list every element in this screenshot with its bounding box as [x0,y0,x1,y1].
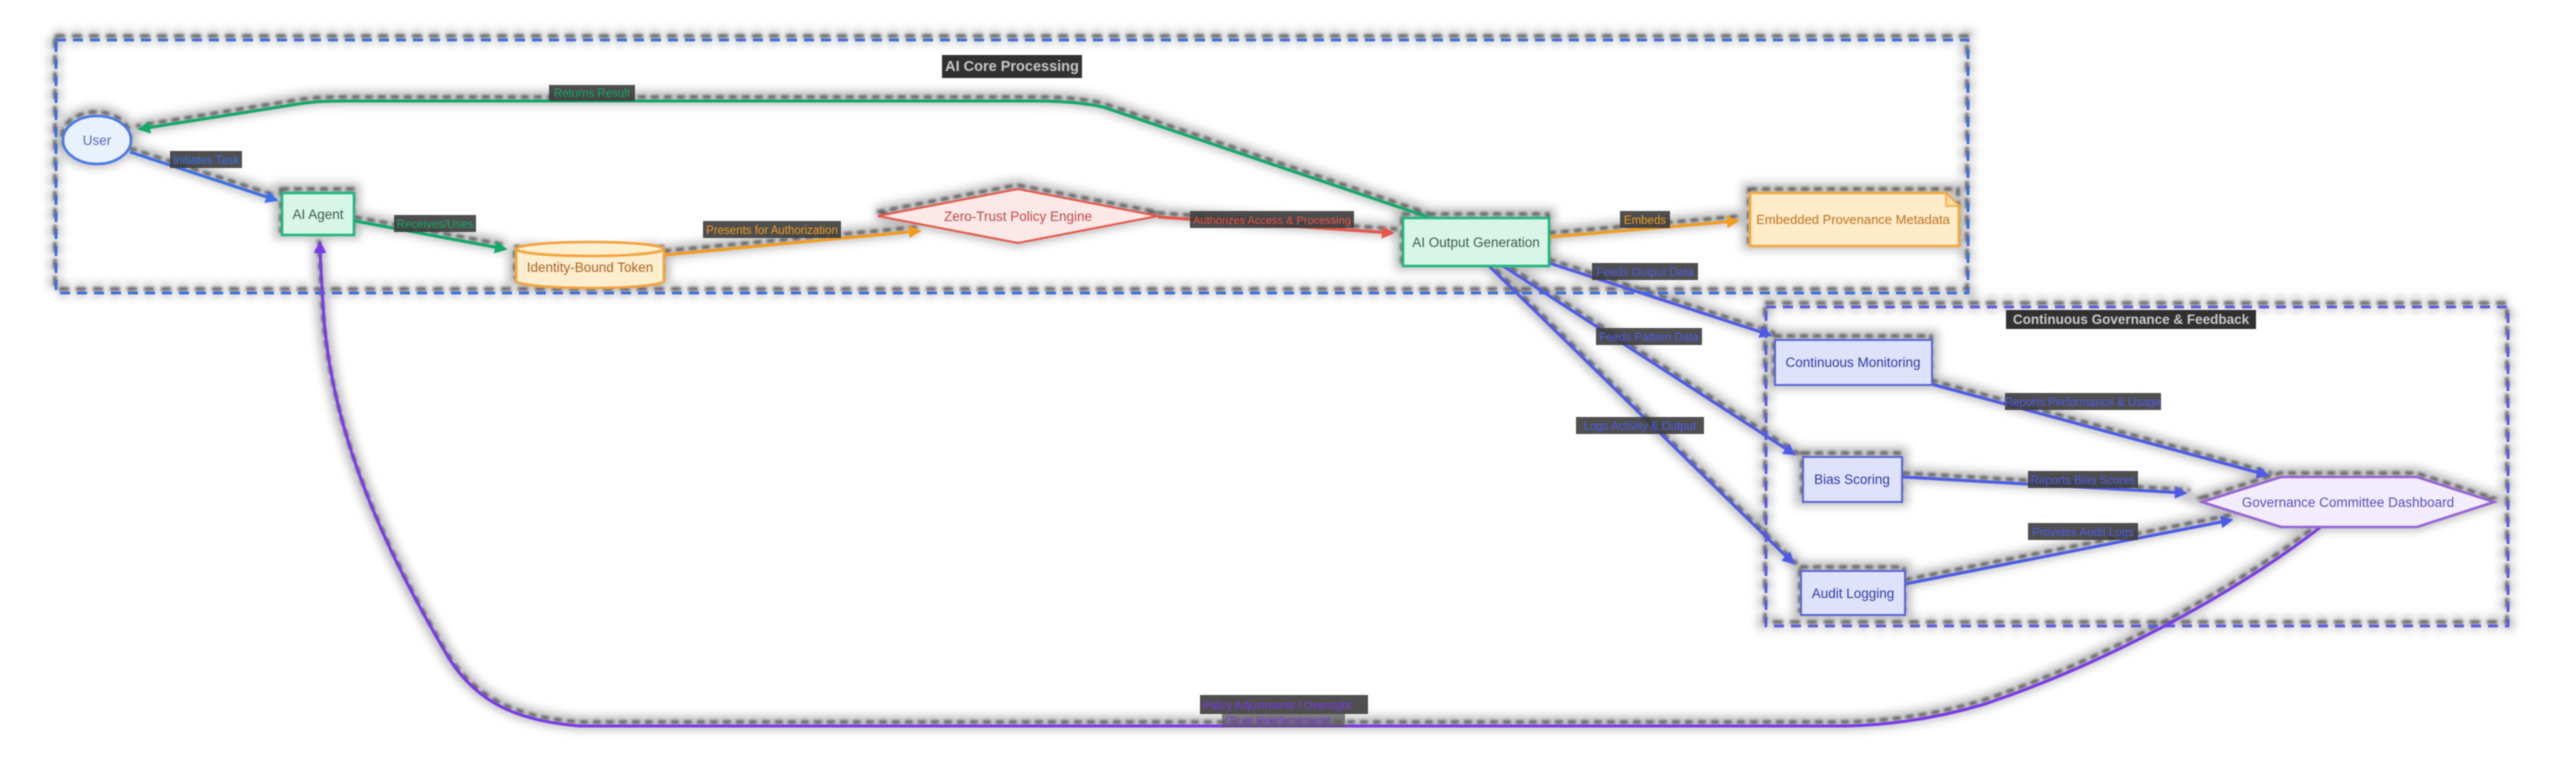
svg-text:AI Output Generation: AI Output Generation [1412,235,1540,250]
svg-text:Initiates Task: Initiates Task [173,155,240,167]
svg-text:Governance Committee Dashboard: Governance Committee Dashboard [2242,495,2454,510]
svg-text:Authorizes Access & Processing: Authorizes Access & Processing [1193,215,1351,227]
svg-text:Zero-Trust Policy Engine: Zero-Trust Policy Engine [944,209,1092,224]
svg-text:User: User [83,133,112,148]
svg-text:Embeds: Embeds [1624,215,1666,227]
svg-text:Feeds Output Data: Feeds Output Data [1596,267,1694,279]
svg-text:Bias Scoring: Bias Scoring [1814,472,1890,487]
svg-text:Continuous Governance & Feedba: Continuous Governance & Feedback [2013,312,2250,327]
svg-text:Receives/Uses: Receives/Uses [397,219,474,231]
svg-text:AI Core Processing: AI Core Processing [945,59,1079,75]
svg-text:Feeds Pattern Data: Feeds Pattern Data [1599,332,1699,344]
svg-text:Logs Activity & Output: Logs Activity & Output [1584,421,1697,433]
svg-text:Presents for Authorization: Presents for Authorization [706,225,838,237]
svg-text:Returns Result: Returns Result [554,88,631,100]
svg-text:Reports Bias Scores: Reports Bias Scores [2031,475,2136,487]
svg-text:Policy Adjustments / Oversight: Policy Adjustments / Oversight [1203,700,1352,712]
svg-text:(Trust Reinforcement): (Trust Reinforcement) [1225,715,1332,727]
svg-text:Reports Performance & Usage: Reports Performance & Usage [2005,397,2162,409]
svg-text:Embedded Provenance Metadata: Embedded Provenance Metadata [1756,212,1950,227]
svg-text:Audit Logging: Audit Logging [1812,586,1895,601]
svg-text:Provides Audit Logs: Provides Audit Logs [2032,527,2134,539]
svg-text:Continuous Monitoring: Continuous Monitoring [1785,355,1920,370]
svg-text:AI Agent: AI Agent [292,207,343,222]
svg-text:Identity-Bound Token: Identity-Bound Token [527,260,654,275]
